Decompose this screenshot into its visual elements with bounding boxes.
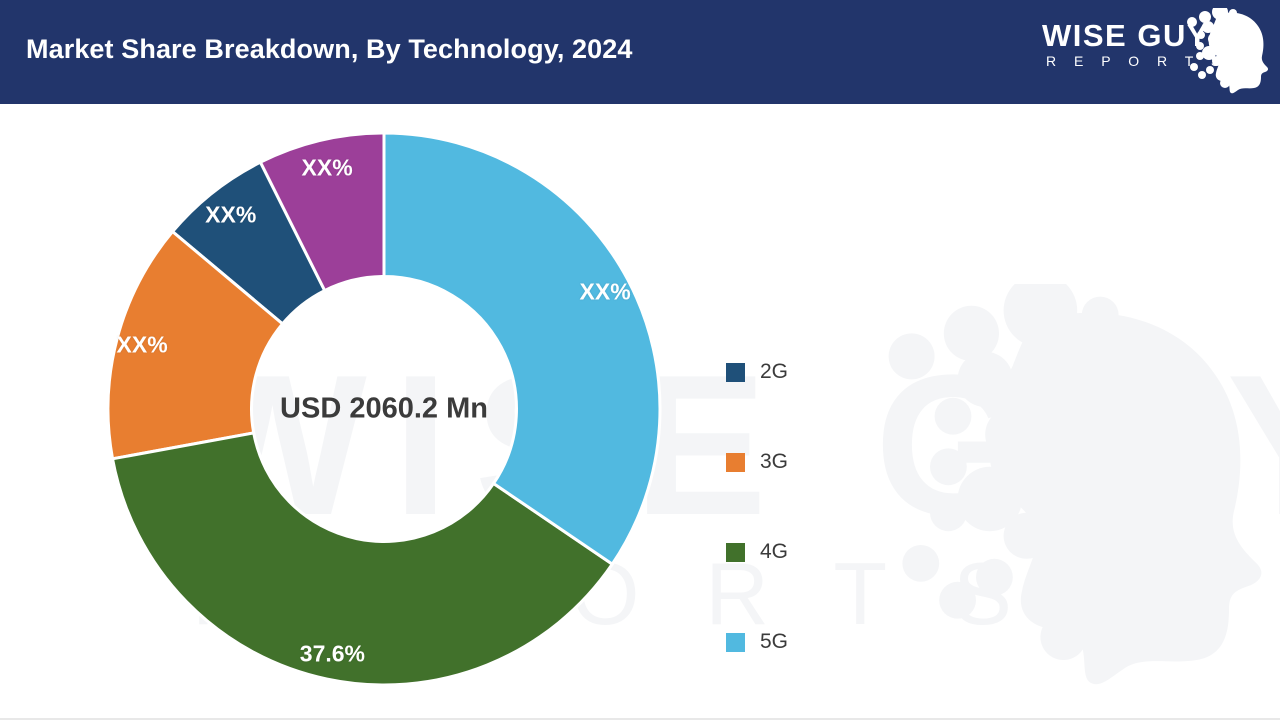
- dotted-head-profile-icon: [1187, 8, 1269, 94]
- page-header: Market Share Breakdown, By Technology, 2…: [0, 0, 1280, 104]
- chart-body: WISE GUY REPORTS: [0, 104, 1280, 720]
- pie-slice[interactable]: [110, 431, 615, 687]
- footer-divider: [0, 718, 1280, 720]
- pie-slice[interactable]: [382, 131, 662, 567]
- slice-data-label: XX%: [205, 201, 257, 228]
- legend-item[interactable]: 2G: [726, 359, 788, 385]
- logo-wordmark-primary: WISE GUY: [1042, 18, 1210, 53]
- legend-item-label: 3G: [760, 450, 789, 473]
- legend-item[interactable]: 4G: [726, 539, 788, 565]
- donut-svg: [106, 131, 662, 687]
- legend-color-swatch: [726, 452, 745, 472]
- legend-item-label: 4G: [760, 540, 789, 563]
- donut-chart: XX% XX% 37.6% XX% XX% USD 2060.2 Mn: [0, 104, 770, 720]
- slice-data-label: 37.6%: [299, 640, 366, 667]
- slice-data-label: XX%: [116, 331, 168, 358]
- legend-color-swatch: [726, 362, 745, 382]
- slice-data-label: XX%: [301, 154, 353, 181]
- legend-color-swatch: [726, 632, 745, 652]
- legend-item[interactable]: 5G: [726, 629, 788, 655]
- brand-logo: WISE GUY R E P O R T S: [1036, 6, 1272, 98]
- donut-center-label: USD 2060.2 Mn: [280, 392, 488, 425]
- slice-data-label: XX%: [579, 278, 631, 305]
- legend-color-swatch: [726, 542, 745, 562]
- legend-item-label: 5G: [760, 630, 789, 653]
- logo-wordmark-secondary: R E P O R T S: [1046, 53, 1228, 69]
- pie-slice[interactable]: [106, 229, 285, 461]
- legend-item-label: 2G: [760, 360, 789, 383]
- pie-slice[interactable]: [258, 131, 386, 293]
- legend-item[interactable]: 3G: [726, 449, 788, 475]
- page-title: Market Share Breakdown, By Technology, 2…: [26, 34, 633, 64]
